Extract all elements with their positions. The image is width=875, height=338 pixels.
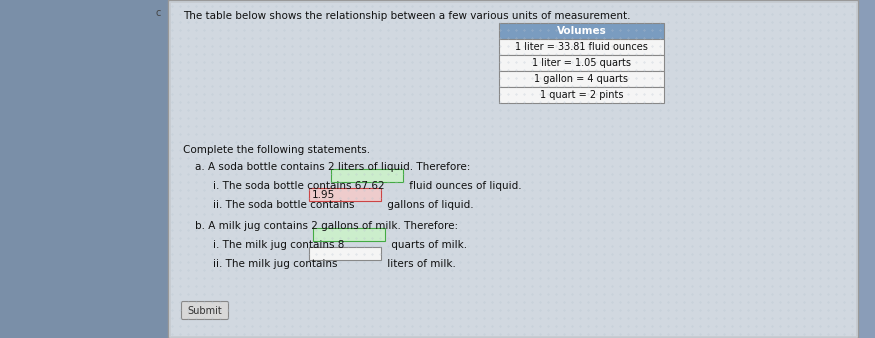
Text: fluid ounces of liquid.: fluid ounces of liquid.: [406, 181, 522, 191]
Bar: [313, 228, 385, 241]
Text: liters of milk.: liters of milk.: [384, 259, 456, 269]
Bar: [499, 55, 664, 71]
Text: 1 quart = 2 pints: 1 quart = 2 pints: [540, 90, 623, 100]
Text: 1.95: 1.95: [312, 190, 335, 200]
Text: c: c: [156, 8, 161, 18]
Text: 1 gallon = 4 quarts: 1 gallon = 4 quarts: [535, 74, 628, 84]
Text: Complete the following statements.: Complete the following statements.: [183, 145, 370, 155]
Text: gallons of liquid.: gallons of liquid.: [384, 200, 473, 210]
Bar: [858, 0, 875, 338]
Bar: [168, 0, 858, 338]
Bar: [499, 71, 664, 87]
Text: i. The soda bottle contains 67.62: i. The soda bottle contains 67.62: [213, 181, 385, 191]
Text: ii. The milk jug contains: ii. The milk jug contains: [213, 259, 338, 269]
Text: i. The milk jug contains 8: i. The milk jug contains 8: [213, 240, 345, 250]
Bar: [499, 87, 664, 103]
Bar: [499, 39, 664, 55]
Text: quarts of milk.: quarts of milk.: [388, 240, 467, 250]
Text: Volumes: Volumes: [556, 26, 606, 36]
Bar: [0, 0, 168, 338]
Text: The table below shows the relationship between a few various units of measuremen: The table below shows the relationship b…: [183, 11, 631, 21]
Text: b. A milk jug contains 2 gallons of milk. Therefore:: b. A milk jug contains 2 gallons of milk…: [195, 221, 459, 231]
Bar: [331, 169, 403, 182]
Text: 1 liter = 1.05 quarts: 1 liter = 1.05 quarts: [532, 58, 631, 68]
Bar: [309, 188, 381, 201]
Bar: [499, 23, 664, 39]
Bar: [170, 2, 856, 336]
Text: ii. The soda bottle contains: ii. The soda bottle contains: [213, 200, 354, 210]
Bar: [309, 247, 381, 260]
Text: 1 liter = 33.81 fluid ounces: 1 liter = 33.81 fluid ounces: [515, 42, 648, 52]
FancyBboxPatch shape: [181, 301, 228, 319]
Text: a. A soda bottle contains 2 liters of liquid. Therefore:: a. A soda bottle contains 2 liters of li…: [195, 162, 471, 172]
Text: Submit: Submit: [187, 306, 222, 315]
